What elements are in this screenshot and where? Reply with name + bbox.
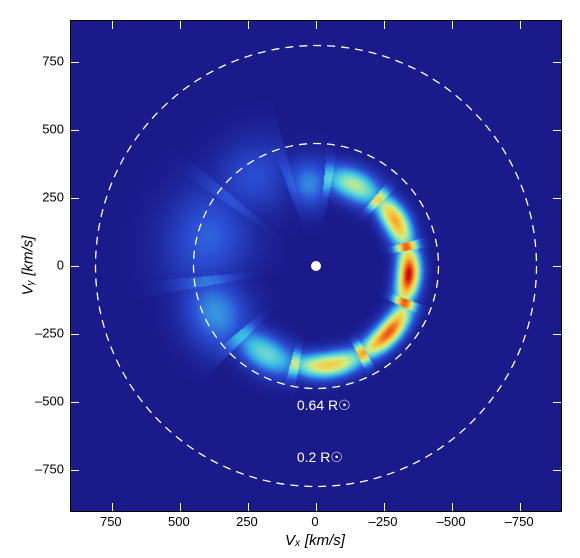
x-tick-label: 500 [168,514,190,529]
y-tick-mark [553,402,561,403]
y-tick-label: 750 [42,53,64,68]
ring-label: 0.2 R☉ [297,449,343,466]
x-tick-label: 250 [236,514,258,529]
y-tick-mark [553,198,561,199]
y-tick-mark [71,130,79,131]
y-axis-label: Vᵧ [km/s] [18,20,38,510]
velocity-tomogram-chart: 0.64 R☉ 0.2 R☉ Vₓ [km/s] Vᵧ [km/s] 750 500… [0,0,580,558]
y-tick-label: 500 [42,121,64,136]
x-tick-mark [248,21,249,29]
y-tick-mark [553,334,561,335]
y-tick-mark [71,62,79,63]
y-tick-mark [553,62,561,63]
x-tick-mark [112,21,113,29]
x-tick-mark [180,21,181,29]
y-tick-mark [71,334,79,335]
x-tick-mark [112,503,113,511]
x-tick-mark [180,503,181,511]
y-tick-mark [71,198,79,199]
x-tick-label: –250 [369,514,398,529]
x-tick-label: 750 [100,514,122,529]
y-tick-label: 0 [57,258,64,273]
y-tick-mark [553,470,561,471]
x-tick-mark [452,21,453,29]
x-tick-mark [316,503,317,511]
y-tick-label: –250 [35,326,64,341]
center-marker [311,261,321,271]
y-tick-mark [553,266,561,267]
y-tick-mark [71,266,79,267]
y-tick-label: –500 [35,394,64,409]
x-tick-mark [452,503,453,511]
x-tick-mark [384,21,385,29]
x-tick-label: 0 [311,514,318,529]
y-tick-mark [71,402,79,403]
y-tick-mark [71,470,79,471]
x-tick-mark [316,21,317,29]
x-tick-mark [248,503,249,511]
y-tick-mark [553,130,561,131]
y-tick-label: 250 [42,189,64,204]
x-tick-mark [520,21,521,29]
x-tick-mark [384,503,385,511]
x-tick-label: –500 [437,514,466,529]
x-tick-mark [520,503,521,511]
ring-label: 0.64 R☉ [297,397,351,414]
plot-area: 0.64 R☉ 0.2 R☉ [70,20,562,512]
x-axis-label: Vₓ [km/s] [70,532,560,549]
y-axis-label-text: Vᵧ [km/s] [20,235,37,295]
x-tick-label: –750 [505,514,534,529]
y-tick-label: –750 [35,462,64,477]
